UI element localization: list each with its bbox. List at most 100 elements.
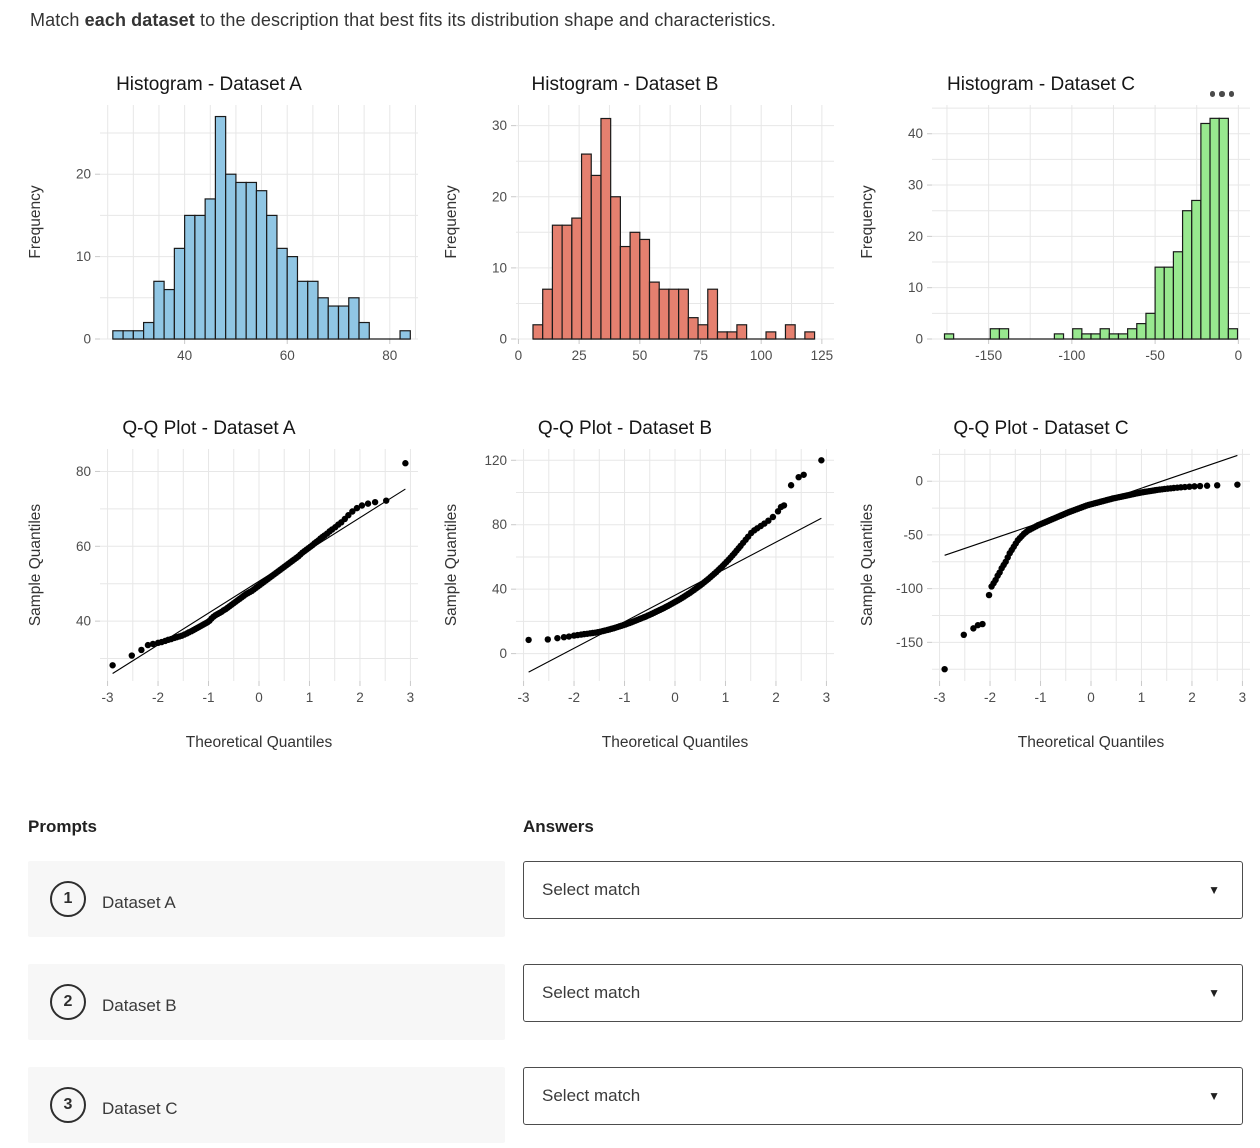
svg-text:Q-Q Plot - Dataset A: Q-Q Plot - Dataset A	[122, 418, 295, 439]
answer-slot-3: Select match ▼	[523, 1067, 1243, 1143]
svg-text:25: 25	[572, 348, 587, 363]
svg-text:Frequency: Frequency	[27, 185, 44, 258]
histogram-dataset-a-chart: 40 60 80 0 10 20 Histogram - Dataset A Frequenc…	[18, 67, 430, 385]
prompt-card-dataset-b: 2 Dataset B	[28, 964, 505, 1040]
svg-text:20: 20	[76, 167, 91, 182]
svg-text:0: 0	[499, 332, 507, 347]
qq-plot-dataset-b-svg: -3 -2 -1 0 1 2 3 0 40 80 120 Q-Q Plot - Dataset B Sa…	[443, 418, 834, 751]
svg-text:Histogram - Dataset C: Histogram - Dataset C	[947, 74, 1135, 95]
svg-text:Theoretical Quantiles: Theoretical Quantiles	[186, 734, 333, 751]
svg-text:-3: -3	[934, 690, 946, 705]
svg-text:1: 1	[722, 690, 730, 705]
matching-section: Prompts 1 Dataset A 2 Dataset B 3 Datase…	[28, 817, 1260, 1148]
svg-text:3: 3	[1239, 690, 1247, 705]
svg-text:60: 60	[280, 348, 295, 363]
svg-text:Histogram - Dataset A: Histogram - Dataset A	[116, 74, 302, 95]
svg-text:2: 2	[772, 690, 780, 705]
svg-text:Sample Quantiles: Sample Quantiles	[27, 504, 44, 627]
svg-text:Q-Q Plot - Dataset C: Q-Q Plot - Dataset C	[953, 418, 1128, 439]
histogram-dataset-c-svg: -150 -100 -50 0 0 10 20 30 40 Histogram - Dataset…	[859, 74, 1250, 363]
svg-text:0: 0	[915, 332, 923, 347]
svg-text:Sample Quantiles: Sample Quantiles	[443, 504, 460, 627]
svg-text:100: 100	[750, 348, 773, 363]
menu-dot	[1228, 91, 1234, 97]
svg-text:2: 2	[1188, 690, 1196, 705]
svg-text:Frequency: Frequency	[859, 185, 876, 258]
prompt-label: Dataset C	[102, 1099, 178, 1118]
question-instructions: Match each dataset to the description th…	[30, 10, 1260, 31]
svg-text:0: 0	[83, 332, 91, 347]
qq-plot-dataset-b-chart: -3 -2 -1 0 1 2 3 0 40 80 120 Q-Q Plot - Dataset B Sa…	[434, 411, 846, 763]
svg-text:Theoretical Quantiles: Theoretical Quantiles	[1018, 734, 1165, 751]
answer-slot-2: Select match ▼	[523, 964, 1243, 1040]
prompts-column: Prompts 1 Dataset A 2 Dataset B 3 Datase…	[28, 817, 505, 1148]
svg-text:-1: -1	[1035, 690, 1047, 705]
svg-text:125: 125	[811, 348, 834, 363]
svg-text:80: 80	[382, 348, 397, 363]
svg-text:-3: -3	[518, 690, 530, 705]
svg-text:0: 0	[1235, 348, 1243, 363]
svg-text:1: 1	[306, 690, 314, 705]
prompt-card-dataset-a: 1 Dataset A	[28, 861, 505, 937]
answer-select-value: Select match	[542, 983, 641, 1002]
svg-text:-150: -150	[896, 635, 923, 650]
prompt-card-dataset-c: 3 Dataset C	[28, 1067, 505, 1143]
svg-text:80: 80	[492, 517, 507, 532]
svg-text:10: 10	[492, 260, 507, 275]
answer-select-dataset-b[interactable]: Select match ▼	[523, 964, 1243, 1022]
prompt-number-badge: 2	[50, 984, 86, 1020]
svg-text:10: 10	[76, 249, 91, 264]
svg-text:30: 30	[492, 118, 507, 133]
qq-plot-dataset-c-svg: -3 -2 -1 0 1 2 3 -150 -100 -50 0 Q-Q Plot - Dataset…	[859, 418, 1250, 751]
answer-select-dataset-c[interactable]: Select match ▼	[523, 1067, 1243, 1125]
svg-text:-50: -50	[1145, 348, 1165, 363]
svg-text:1: 1	[1138, 690, 1146, 705]
answers-column: Answers Select match ▼ Select match ▼ Se…	[523, 817, 1243, 1148]
answer-select-dataset-a[interactable]: Select match ▼	[523, 861, 1243, 919]
answer-slot-1: Select match ▼	[523, 861, 1243, 937]
histogram-dataset-a-svg: 40 60 80 0 10 20 Histogram - Dataset A Frequenc…	[27, 74, 418, 363]
svg-text:-1: -1	[619, 690, 631, 705]
prompts-header: Prompts	[28, 817, 97, 836]
svg-text:0: 0	[515, 348, 523, 363]
prompt-number-badge: 1	[50, 881, 86, 917]
svg-text:80: 80	[76, 464, 91, 479]
svg-text:0: 0	[915, 474, 923, 489]
svg-text:-150: -150	[975, 348, 1002, 363]
svg-text:-50: -50	[903, 527, 923, 542]
svg-text:3: 3	[823, 690, 831, 705]
instructions-bold: each dataset	[84, 10, 195, 30]
answers-header: Answers	[523, 817, 594, 836]
answer-select-value: Select match	[542, 1086, 641, 1105]
svg-text:-2: -2	[152, 690, 164, 705]
svg-text:0: 0	[499, 646, 507, 661]
qq-plot-dataset-a-chart: -3 -2 -1 0 1 2 3 40 60 80 Q-Q Plot - Dataset A Samp…	[18, 411, 430, 763]
chevron-down-icon: ▼	[1208, 1089, 1220, 1103]
svg-text:10: 10	[908, 280, 923, 295]
answer-select-value: Select match	[542, 880, 641, 899]
svg-text:50: 50	[632, 348, 647, 363]
svg-text:40: 40	[177, 348, 192, 363]
svg-text:Q-Q Plot - Dataset B: Q-Q Plot - Dataset B	[538, 418, 712, 439]
svg-text:-2: -2	[568, 690, 580, 705]
svg-text:Frequency: Frequency	[443, 185, 460, 258]
menu-dot	[1219, 91, 1225, 97]
svg-text:20: 20	[492, 189, 507, 204]
instructions-suffix: to the description that best fits its di…	[194, 10, 776, 30]
svg-text:0: 0	[1087, 690, 1095, 705]
svg-text:20: 20	[908, 229, 923, 244]
prompt-label: Dataset B	[102, 996, 177, 1015]
chevron-down-icon: ▼	[1208, 986, 1220, 1000]
chart-options-menu-icon[interactable]	[1206, 87, 1239, 101]
svg-text:3: 3	[407, 690, 415, 705]
svg-text:2: 2	[356, 690, 364, 705]
chevron-down-icon: ▼	[1208, 883, 1220, 897]
svg-text:30: 30	[908, 178, 923, 193]
qq-plot-dataset-a-svg: -3 -2 -1 0 1 2 3 40 60 80 Q-Q Plot - Dataset A Samp…	[27, 418, 418, 751]
svg-text:Theoretical Quantiles: Theoretical Quantiles	[602, 734, 749, 751]
prompt-number-badge: 3	[50, 1087, 86, 1123]
svg-text:Sample Quantiles: Sample Quantiles	[859, 504, 876, 627]
svg-text:120: 120	[484, 453, 507, 468]
svg-text:-3: -3	[102, 690, 114, 705]
